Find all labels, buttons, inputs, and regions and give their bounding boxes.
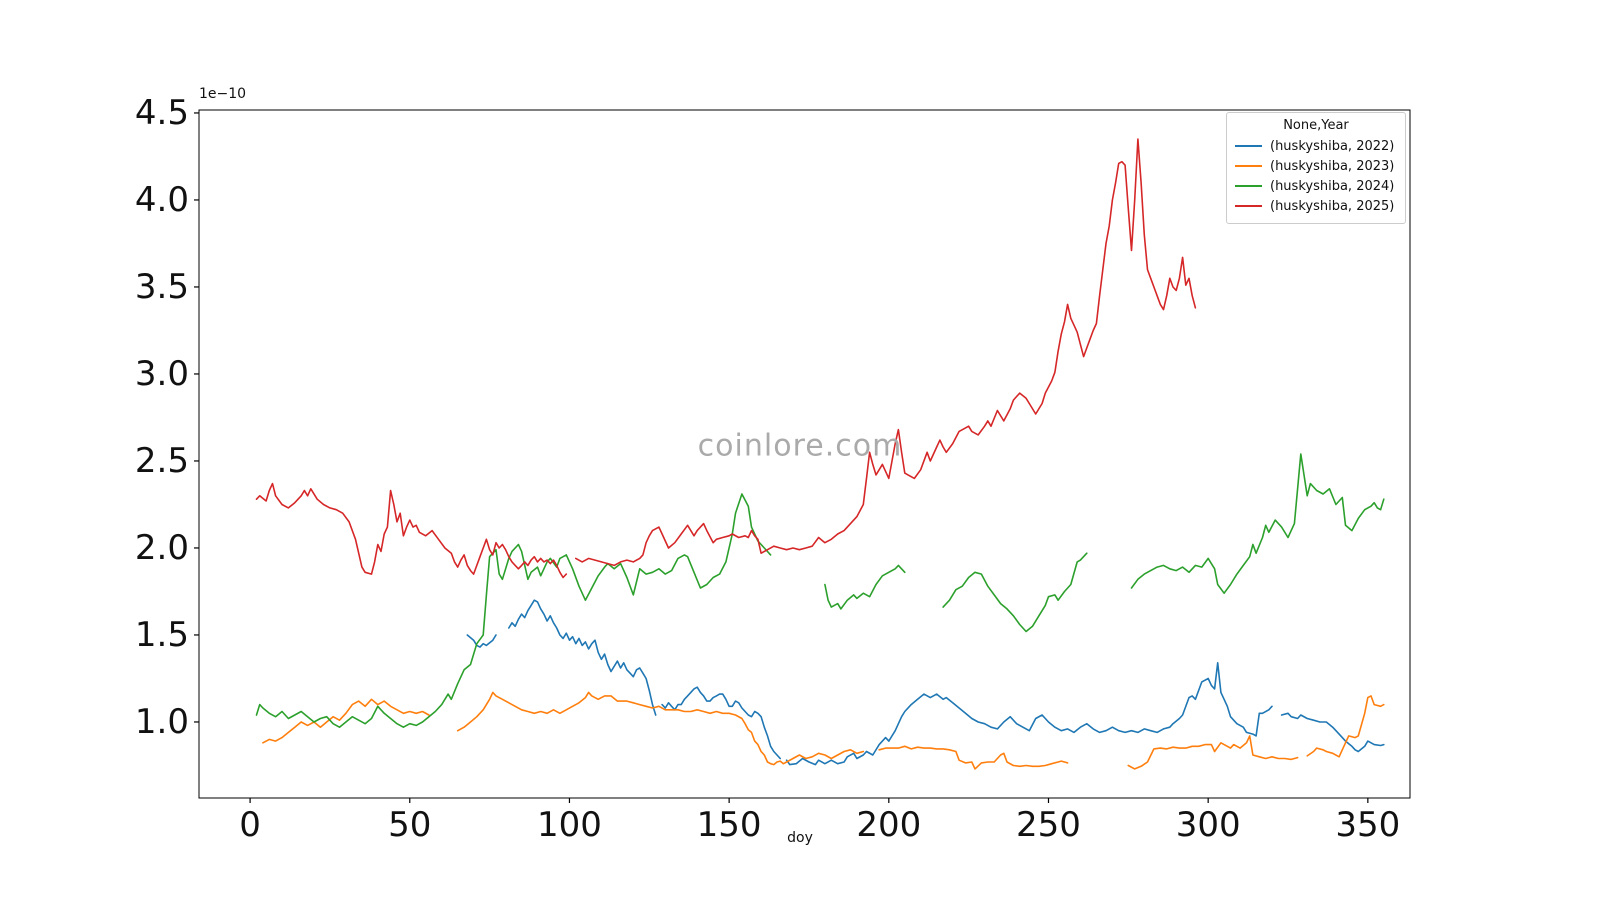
series-line-huskyshiba-2022 [466,634,497,648]
series-line-huskyshiba-2023 [1306,695,1385,758]
x-tick-label: 150 [696,805,762,845]
y-tick-label: 2.0 [134,527,189,568]
series-line-huskyshiba-2023 [878,745,1069,770]
series-line-huskyshiba-2024 [942,552,1088,633]
legend-line-swatch [1235,205,1262,207]
legend-line-swatch [1235,145,1262,147]
x-axis-label: doy [787,830,813,846]
x-tick-label: 100 [537,805,602,845]
series-line-huskyshiba-2023 [456,691,865,766]
series-line-huskyshiba-2024 [824,564,906,610]
y-axis-offset-text: 1e−10 [199,86,247,102]
plot-frame [198,109,1411,799]
legend-title: None,Year [1283,118,1349,133]
series-line-huskyshiba-2025 [255,482,568,579]
legend-entry: (huskyshiba, 2022) [1235,136,1397,156]
legend-entry: (huskyshiba, 2024) [1235,176,1397,196]
legend-label: (huskyshiba, 2022) [1270,138,1395,154]
x-tick-label: 0 [239,805,261,845]
y-tick-label: 3.5 [134,266,189,307]
y-tick-label: 4.0 [134,179,189,220]
series-line-huskyshiba-2024 [1130,453,1385,595]
series-line-huskyshiba-2023 [1127,735,1299,770]
legend-label: (huskyshiba, 2025) [1270,198,1395,214]
legend-entries: (huskyshiba, 2022) (huskyshiba, 2023) (hus… [1235,136,1397,216]
series-line-huskyshiba-2022 [661,686,782,760]
x-tick-label: 350 [1335,805,1401,845]
x-tick-label: 200 [856,805,922,845]
series-line-huskyshiba-2024 [255,493,772,729]
legend-line-swatch [1235,165,1262,167]
x-tick-label: 300 [1175,805,1241,845]
legend-entry: (huskyshiba, 2025) [1235,196,1397,216]
watermark: coinlore.com [697,428,903,464]
x-tick-label: 250 [1016,805,1081,845]
y-tick-label: 1.0 [134,701,189,742]
legend-line-swatch [1235,185,1262,187]
series-line-huskyshiba-2025 [574,138,1197,567]
y-tick-label: 4.5 [134,92,189,133]
series-line-huskyshiba-2023 [262,698,430,744]
legend-entry: (huskyshiba, 2023) [1235,156,1397,176]
legend-label: (huskyshiba, 2023) [1270,158,1395,174]
x-tick-label: 50 [388,805,432,845]
legend: None,Year (huskyshiba, 2022) (huskyshiba,… [1226,112,1406,224]
series-line-huskyshiba-2022 [785,661,1273,766]
series-line-huskyshiba-2022 [1280,712,1385,753]
legend-label: (huskyshiba, 2024) [1270,178,1395,194]
series-line-huskyshiba-2022 [507,599,657,716]
y-tick-label: 1.5 [134,614,189,655]
y-tick-label: 3.0 [134,353,189,394]
y-tick-label: 2.5 [134,440,189,481]
